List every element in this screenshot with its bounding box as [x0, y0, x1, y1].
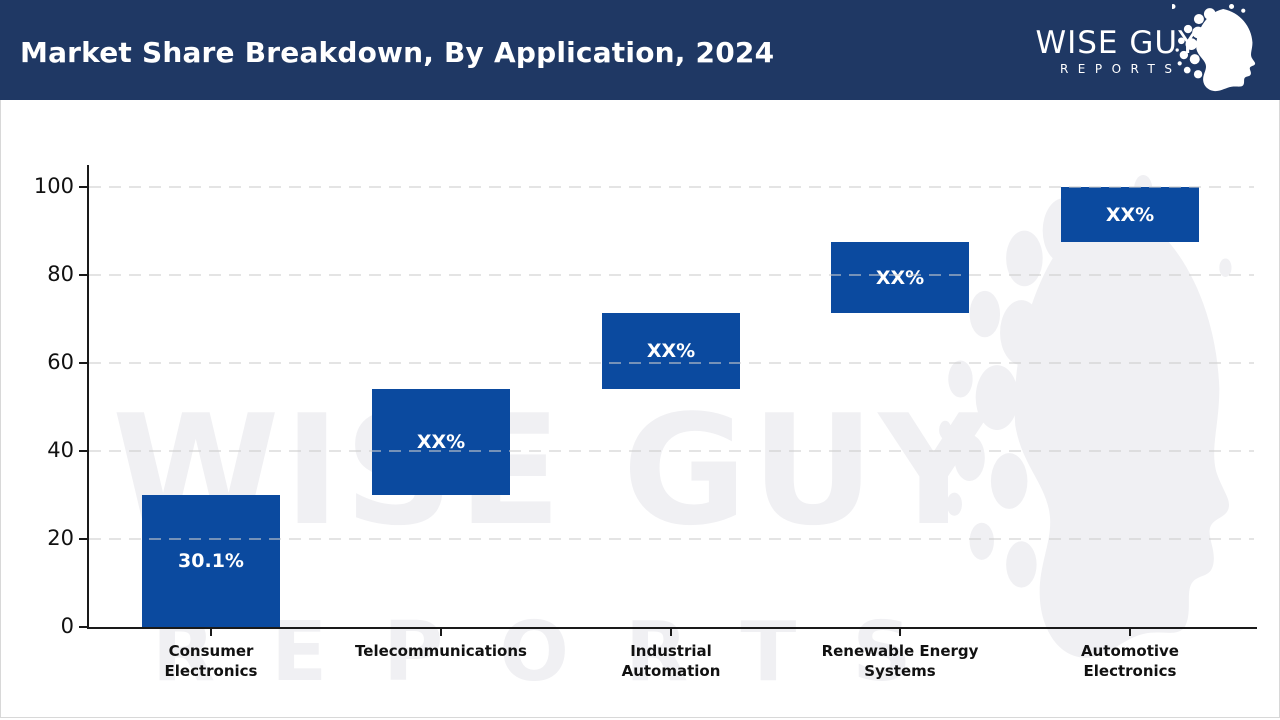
- y-tick-20: [79, 538, 87, 540]
- bar-value-label-renewable-energy-systems: XX%: [875, 266, 925, 289]
- bar-renewable-energy-systems: XX%: [831, 242, 969, 314]
- category-label-consumer-electronics: Consumer Electronics: [164, 642, 258, 680]
- logo-line2: REPORTS: [1059, 61, 1182, 76]
- x-tick-telecommunications: [440, 629, 442, 636]
- y-axis-line: [87, 165, 89, 629]
- gridline-80: [89, 274, 1254, 276]
- logo-wordmark: WISE GUY REPORTS: [1035, 25, 1198, 76]
- bar-industrial-automation: XX%: [602, 313, 740, 390]
- x-tick-renewable-energy-systems: [899, 629, 901, 636]
- x-axis-line: [87, 627, 1257, 629]
- watermark-face-icon: [939, 175, 1232, 658]
- y-tick-0: [79, 626, 87, 628]
- y-tick-label-100: 100: [33, 174, 74, 198]
- wise-guy-logo: WISE GUY REPORTS: [1035, 4, 1266, 96]
- bar-value-label-industrial-automation: XX%: [646, 340, 696, 363]
- x-tick-automotive-electronics: [1129, 629, 1131, 636]
- header-band: Market Share Breakdown, By Application, …: [0, 0, 1280, 100]
- bar-value-label-consumer-electronics: 30.1%: [178, 549, 244, 572]
- logo-face-icon: [1172, 4, 1256, 92]
- y-tick-100: [79, 186, 87, 188]
- bar-consumer-electronics: 30.1%: [142, 494, 280, 627]
- category-label-renewable-energy-systems: Renewable Energy Systems: [821, 642, 979, 680]
- y-tick-40: [79, 450, 87, 452]
- category-label-telecommunications: Telecommunications: [355, 642, 527, 660]
- category-label-automotive-electronics: Automotive Electronics: [1081, 642, 1179, 680]
- bar-automotive-electronics: XX%: [1061, 187, 1199, 242]
- y-tick-label-80: 80: [47, 262, 74, 286]
- y-tick-80: [79, 274, 87, 276]
- bar-value-label-automotive-electronics: XX%: [1105, 203, 1155, 226]
- gridline-60: [89, 362, 1254, 364]
- chart-title: Market Share Breakdown, By Application, …: [20, 36, 775, 69]
- y-tick-60: [79, 362, 87, 364]
- bar-telecommunications: XX%: [372, 389, 510, 495]
- gridline-40: [89, 450, 1254, 452]
- gridline-20: [89, 538, 1254, 540]
- logo-line1: WISE GUY: [1035, 24, 1198, 61]
- category-label-industrial-automation: Industrial Automation: [621, 642, 721, 680]
- gridline-100: [89, 186, 1254, 188]
- y-tick-label-20: 20: [47, 526, 74, 550]
- y-tick-label-0: 0: [60, 614, 74, 638]
- bar-value-label-telecommunications: XX%: [416, 430, 466, 453]
- y-tick-label-60: 60: [47, 350, 74, 374]
- x-tick-consumer-electronics: [210, 629, 212, 636]
- y-tick-label-40: 40: [47, 438, 74, 462]
- x-tick-industrial-automation: [670, 629, 672, 636]
